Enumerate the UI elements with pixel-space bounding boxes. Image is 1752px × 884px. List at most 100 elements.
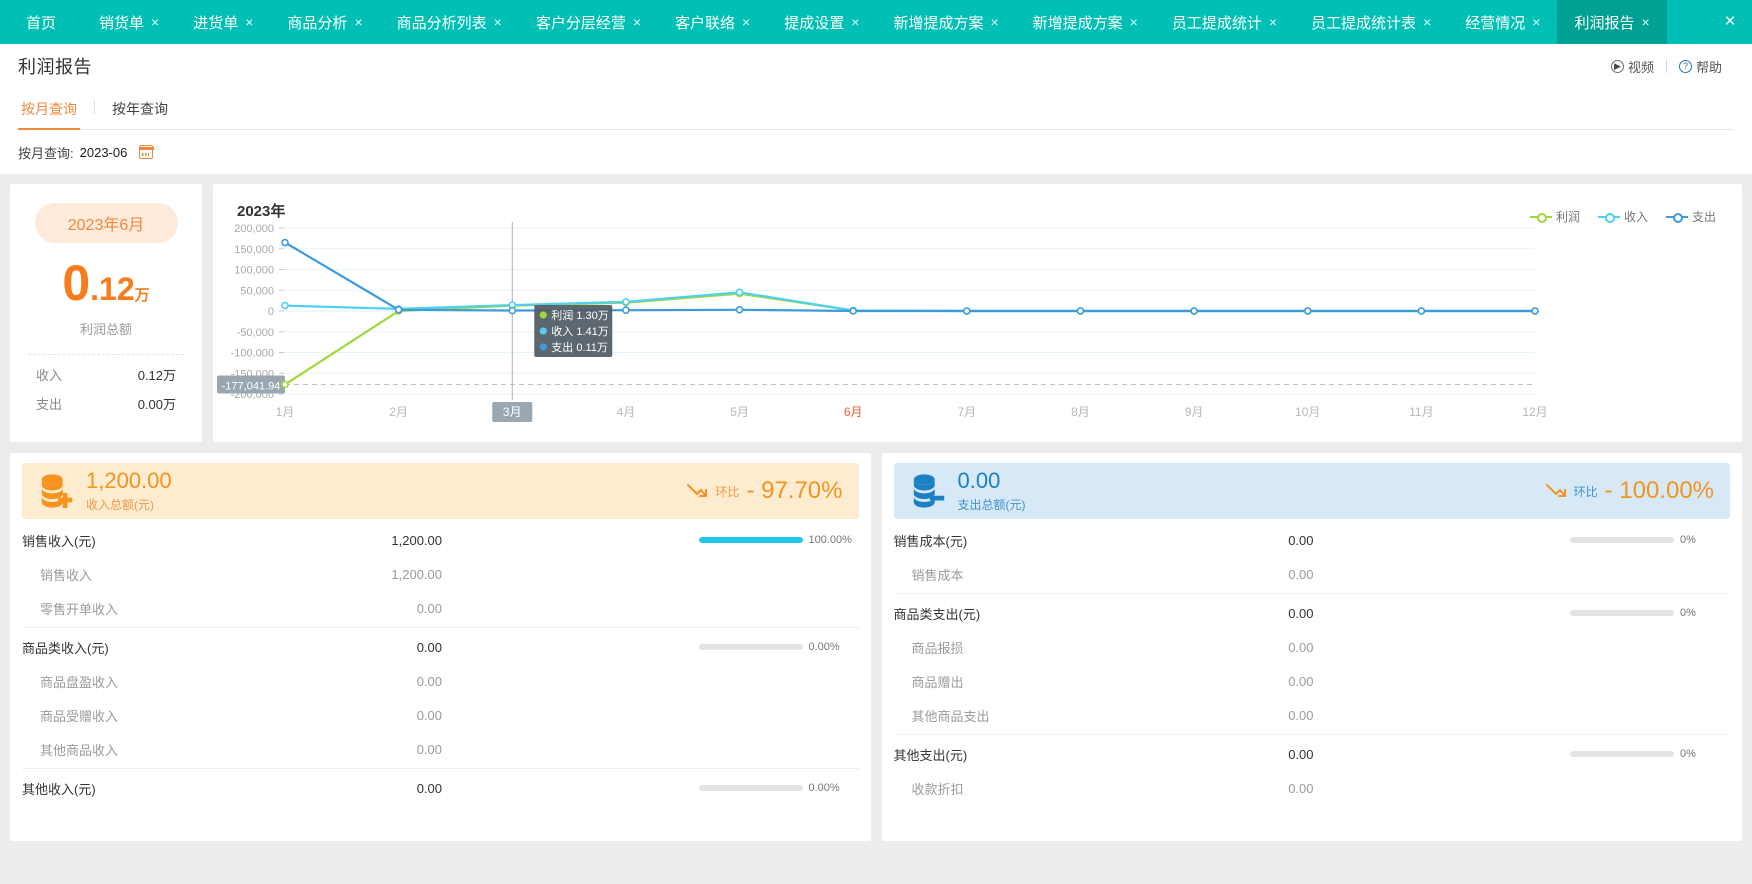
tab-1[interactable]: 销货单 × (82, 0, 176, 44)
top-row: 2023年6月 0.12万 利润总额 收入 0.12万 支出 0.00万 202… (10, 174, 1742, 442)
row-progress-bar (698, 644, 803, 650)
help-link[interactable]: ? 帮助 (1667, 57, 1734, 76)
legend-item-1[interactable]: 收入 (1597, 208, 1648, 225)
tab-monthly-query[interactable]: 按月查询 (18, 99, 80, 130)
income-header-texts: 1,200.00 收入总额(元) (86, 469, 172, 512)
row-name: 销售收入(元) (22, 533, 96, 549)
chart-title: 2023年 (237, 203, 286, 220)
table-row: 销售成本(元) 0.00 0% (894, 523, 1731, 557)
tab-label: 提成设置 (784, 14, 845, 32)
row-progress-fill (698, 537, 803, 543)
row-value: 0.00 (1288, 780, 1314, 796)
svg-text:支出 0.11万: 支出 0.11万 (551, 340, 608, 354)
summary-expense-label: 支出 (36, 397, 63, 412)
expense-trend-value: - 100.00% (1604, 477, 1714, 504)
trend-down-icon (687, 484, 708, 497)
svg-text:-177,041.94: -177,041.94 (222, 380, 281, 392)
tab-label: 客户联络 (675, 14, 736, 32)
summary-divider (28, 354, 184, 355)
calendar-icon[interactable] (138, 145, 154, 159)
header-divider (1665, 59, 1667, 73)
tab-close-icon[interactable]: × (354, 14, 363, 30)
tab-10[interactable]: 员工提成统计 × (1155, 0, 1294, 44)
profit-integer: 0 (62, 255, 91, 311)
table-row: 商品类收入(元) 0.00 0.00% (22, 630, 859, 664)
row-name: 商品类支出(元) (893, 606, 981, 622)
row-name: 商品盘盈收入 (40, 674, 119, 690)
legend-marker-icon (1529, 212, 1552, 223)
tab-yearly-query[interactable]: 按年查询 (112, 101, 168, 117)
table-row: 销售成本 0.00 (894, 557, 1731, 591)
close-all-tabs-button[interactable]: × (1724, 11, 1736, 32)
tab-label: 首页 (26, 14, 57, 32)
summary-row-expense: 支出 0.00万 (24, 384, 188, 413)
table-row: 其他商品收入 0.00 (22, 732, 859, 766)
coin-minus-icon (913, 474, 944, 508)
page-title: 利润报告 (18, 57, 92, 77)
tab-8[interactable]: 新增提成方案 × (876, 0, 1015, 44)
tab-3[interactable]: 商品分析 × (270, 0, 379, 44)
row-name: 商品赠出 (911, 674, 964, 690)
svg-text:5月: 5月 (730, 405, 749, 419)
row-bar-wrapper: 0% (1570, 607, 1730, 619)
tab-close-icon[interactable]: × (1532, 14, 1541, 30)
svg-text:7月: 7月 (957, 405, 976, 419)
tab-close-icon[interactable]: × (742, 14, 751, 30)
tab-5[interactable]: 客户分层经营 × (519, 0, 658, 44)
row-progress-bar (1570, 610, 1674, 616)
svg-text:9月: 9月 (1185, 405, 1204, 419)
legend-item-0[interactable]: 利润 (1529, 208, 1580, 225)
tab-label: 经营情况 (1465, 14, 1526, 32)
row-name: 其他商品收入 (40, 742, 119, 758)
legend-item-2[interactable]: 支出 (1665, 208, 1716, 225)
tab-close-icon[interactable]: × (151, 14, 160, 30)
tabbar-spacer (1667, 0, 1708, 44)
tab-close-icon[interactable]: × (1423, 14, 1432, 30)
svg-text:2月: 2月 (389, 405, 408, 419)
chart-svg: 200,000 150,000 100,000 50,000 0 -50,000 -100,… (217, 222, 1548, 422)
profit-unit: 万 (134, 287, 150, 304)
tab-close-icon[interactable]: × (1129, 14, 1138, 30)
tab-2[interactable]: 进货单 × (176, 0, 270, 44)
tab-0[interactable]: 首页 (0, 0, 82, 44)
svg-text:10月: 10月 (1295, 405, 1320, 419)
tab-6[interactable]: 客户联络 × (658, 0, 767, 44)
tab-7[interactable]: 提成设置 × (767, 0, 876, 44)
expense-trend: 环比 - 100.00% (1545, 477, 1714, 505)
tab-label: 员工提成统计 (1171, 14, 1262, 32)
expense-trend-label: 环比 (1573, 484, 1598, 499)
tab-close-icon[interactable]: × (990, 14, 999, 30)
row-value: 0.00 (1288, 746, 1314, 762)
row-name: 销售成本(元) (893, 533, 968, 549)
row-percent: 0% (1680, 607, 1696, 619)
row-value: 1,200.00 (391, 532, 442, 548)
help-label: 帮助 (1695, 59, 1722, 75)
row-value: 0.00 (1288, 707, 1314, 723)
svg-text:0: 0 (268, 306, 274, 318)
row-progress-bar (698, 785, 803, 791)
tab-12[interactable]: 经营情况 × (1448, 0, 1557, 44)
tab-close-icon[interactable]: × (493, 14, 502, 30)
chart-canvas[interactable]: 200,000 150,000 100,000 50,000 0 -50,000 -100,… (213, 218, 1742, 442)
tab-close-icon[interactable]: × (632, 14, 642, 30)
tab-close-icon[interactable]: × (245, 14, 254, 30)
tab-11[interactable]: 员工提成统计表 × (1294, 0, 1448, 44)
tab-close-icon[interactable]: × (1641, 14, 1650, 30)
svg-text:收入 1.41万: 收入 1.41万 (551, 324, 608, 338)
header-actions: ▶ 视频 ? 帮助 (1599, 57, 1734, 76)
tab-13[interactable]: 利润报告 × (1557, 0, 1667, 44)
tab-4[interactable]: 商品分析列表 × (380, 0, 519, 44)
svg-text:200,000: 200,000 (234, 223, 274, 235)
profit-total-value: 0.12万 (24, 258, 188, 308)
row-value: 0.00 (1288, 605, 1314, 621)
month-filter-value[interactable]: 2023-06 (79, 144, 128, 160)
tab-close-icon[interactable]: × (1268, 14, 1278, 30)
tab-close-icon[interactable]: × (851, 14, 860, 30)
tab-label: 进货单 (193, 14, 239, 32)
svg-text:6月: 6月 (844, 405, 863, 419)
tab-9[interactable]: 新增提成方案 × (1016, 0, 1155, 44)
svg-text:150,000: 150,000 (234, 244, 274, 256)
month-filter-label: 按月查询: (18, 145, 74, 161)
svg-text:-50,000: -50,000 (237, 327, 274, 339)
video-link[interactable]: ▶ 视频 (1599, 57, 1666, 76)
